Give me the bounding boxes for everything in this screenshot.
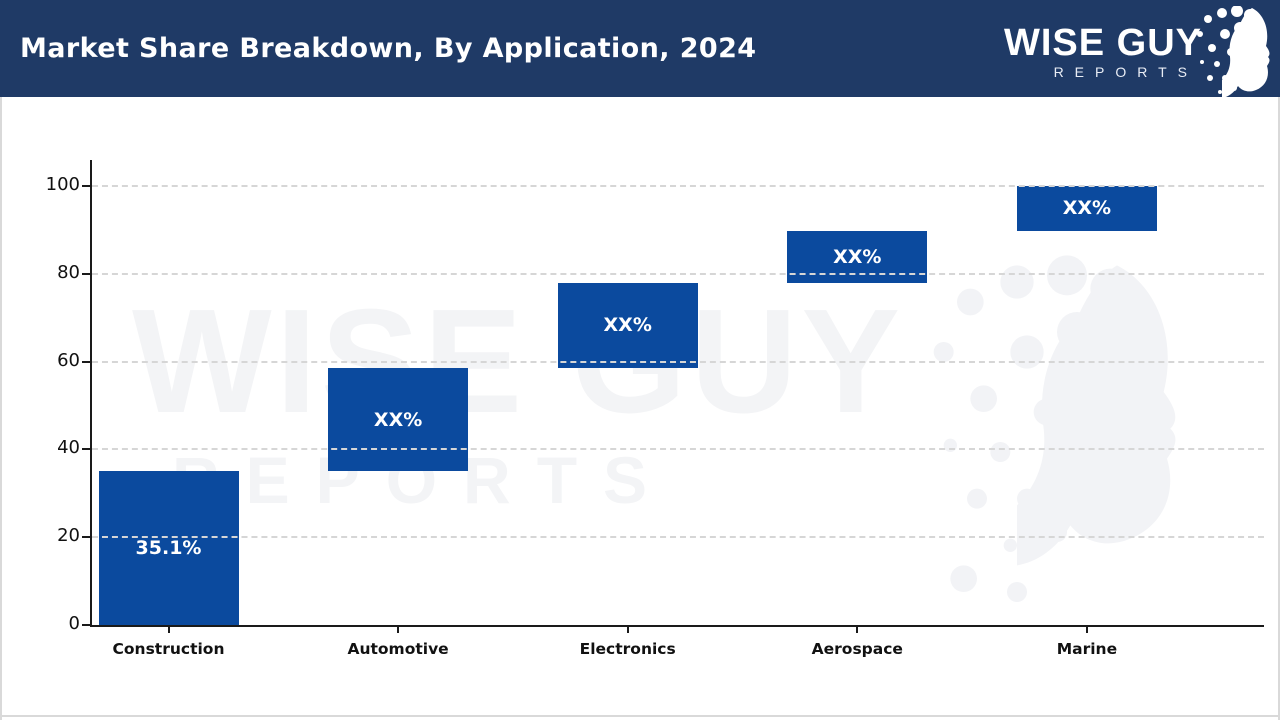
y-tick xyxy=(82,360,90,363)
x-tick xyxy=(856,625,859,633)
chart-panel: WISE GUY REPORTS 35.1% Construction XX% Aut… xyxy=(0,97,1280,720)
x-axis xyxy=(90,625,1264,627)
bar-value-label: XX% xyxy=(603,314,652,337)
waterfall-bar-construction: 35.1% xyxy=(98,470,239,625)
y-tick xyxy=(82,185,90,187)
x-tick xyxy=(1085,625,1088,633)
gridline-20 xyxy=(92,536,1264,539)
x-tick xyxy=(397,625,400,633)
x-tick xyxy=(626,625,629,633)
gridline-80 xyxy=(92,272,1264,275)
bar-value-label: XX% xyxy=(833,245,882,268)
x-tick xyxy=(167,625,170,633)
category-label-aerospace: Aerospace xyxy=(811,640,903,658)
waterfall-bar-electronics: XX% xyxy=(557,282,698,369)
page-title: Market Share Breakdown, By Application, … xyxy=(20,33,757,64)
y-tick-label: 0 xyxy=(68,613,80,634)
gridline-40 xyxy=(92,448,1264,451)
category-label-electronics: Electronics xyxy=(579,640,676,658)
bar-value-label: XX% xyxy=(1062,197,1112,220)
y-tick-label: 80 xyxy=(57,261,80,283)
y-tick xyxy=(82,536,90,539)
y-tick-label: 60 xyxy=(57,349,80,371)
logo-wordmark: WISE GUY xyxy=(1003,22,1202,64)
category-label-marine: Marine xyxy=(1056,640,1118,658)
category-label-automotive: Automotive xyxy=(347,640,449,658)
bar-value-label: 35.1% xyxy=(135,536,202,559)
y-tick-label: 40 xyxy=(57,437,80,459)
bar-value-label: XX% xyxy=(373,408,423,431)
panel-bottom-border xyxy=(2,715,1278,717)
y-tick xyxy=(82,448,90,451)
gridline-100 xyxy=(92,185,1264,187)
wiseguy-face-icon xyxy=(1197,6,1270,98)
y-tick-label: 100 xyxy=(45,174,80,195)
category-label-construction: Construction xyxy=(112,640,225,658)
logo-subtitle: REPORTS xyxy=(1053,64,1198,80)
gridline-60 xyxy=(92,360,1264,363)
header-bar: Market Share Breakdown, By Application, … xyxy=(0,0,1280,98)
y-tick-label: 20 xyxy=(57,525,80,547)
waterfall-bar-automotive: XX% xyxy=(328,368,469,471)
y-axis xyxy=(90,160,92,627)
waterfall-bar-marine: XX% xyxy=(1016,186,1157,231)
y-tick xyxy=(82,272,90,275)
plot-area: 35.1% Construction XX% Automotive XX% Electro… xyxy=(2,97,1280,720)
y-tick xyxy=(82,624,90,626)
wiseguy-logo: WISE GUY REPORTS xyxy=(1004,4,1270,98)
